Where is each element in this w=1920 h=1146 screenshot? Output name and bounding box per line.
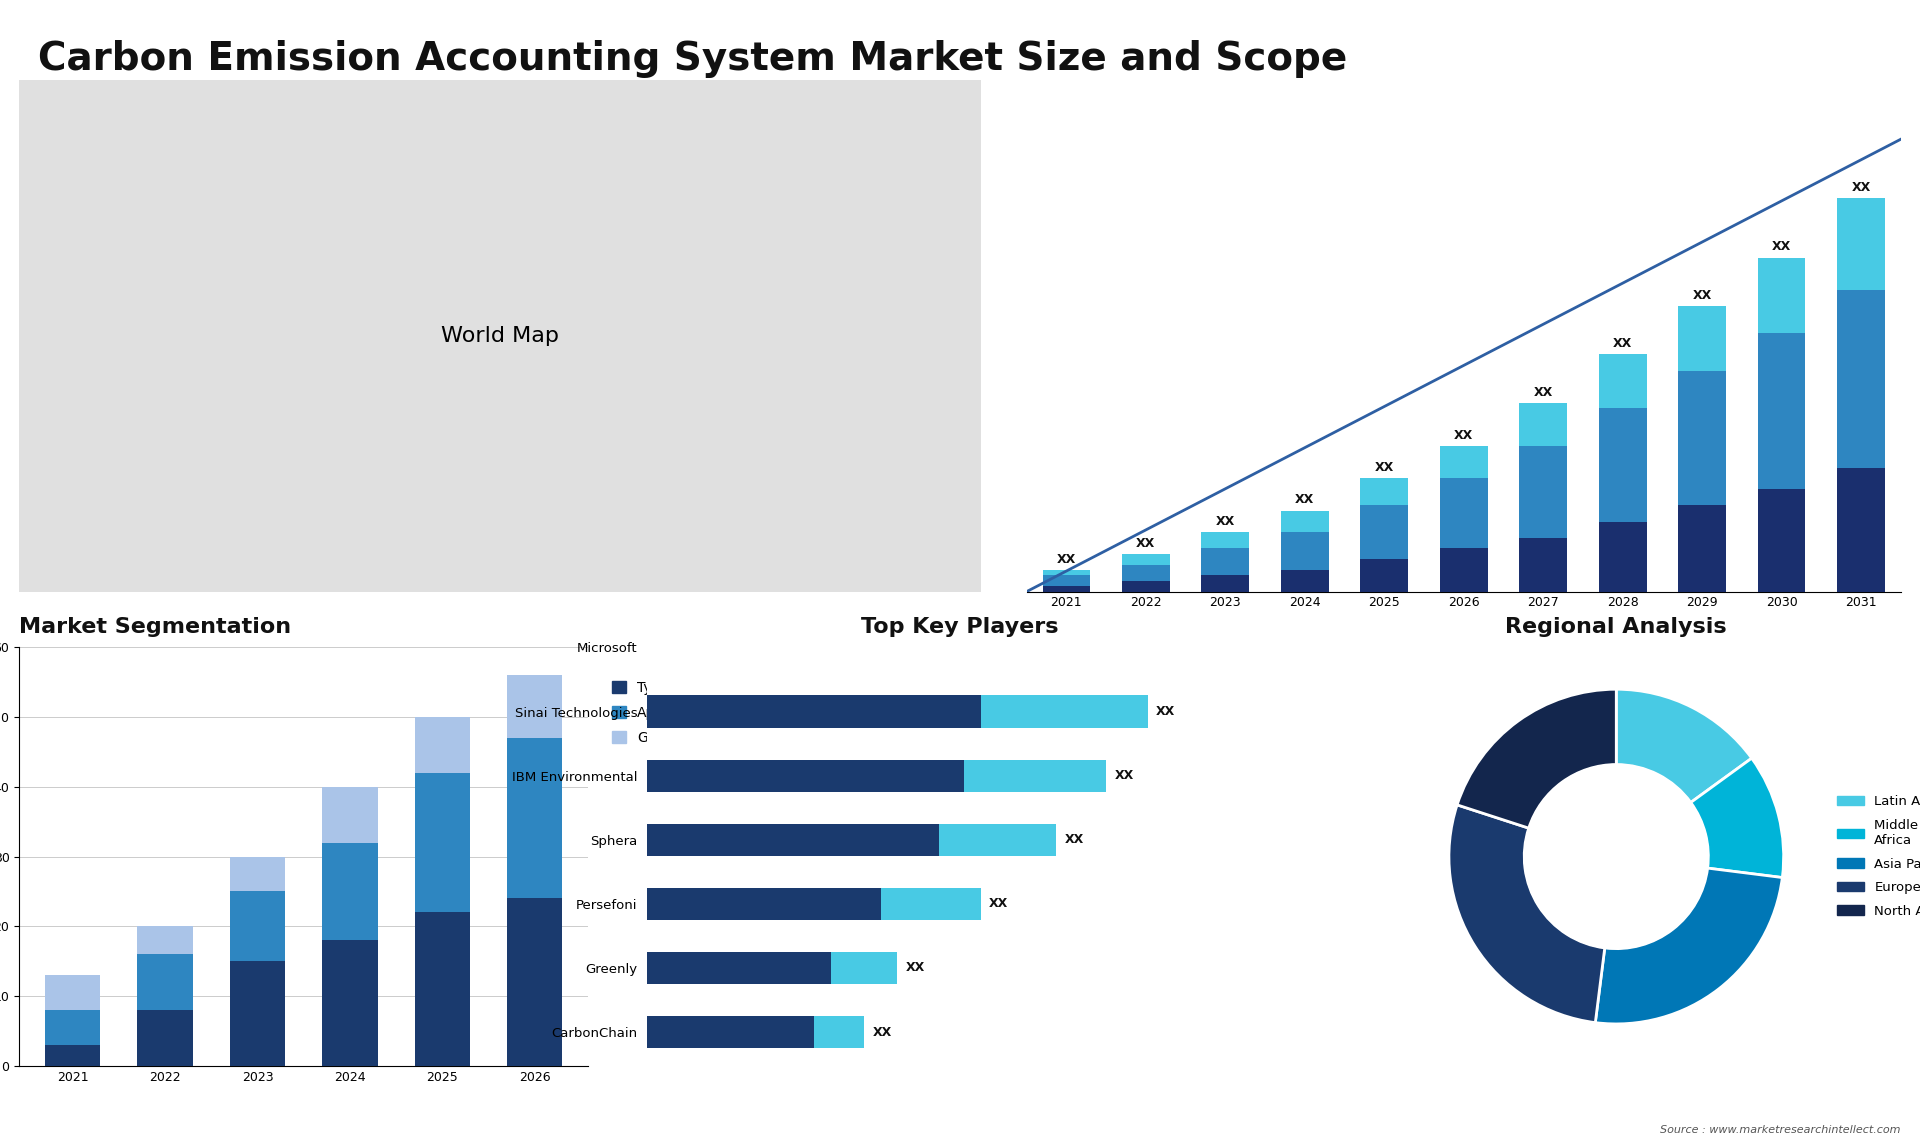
Text: XX: XX [989, 897, 1008, 910]
Bar [44, 975, 100, 1010]
Bar [415, 912, 470, 1066]
Bar [1043, 570, 1091, 575]
Bar [814, 1017, 864, 1049]
Bar [507, 738, 563, 898]
Bar [1599, 408, 1647, 521]
Bar [1202, 533, 1250, 549]
Bar [1837, 290, 1885, 468]
Text: XX: XX [1296, 494, 1315, 507]
Text: XX: XX [1215, 515, 1235, 528]
Text: Source : www.marketresearchintellect.com: Source : www.marketresearchintellect.com [1661, 1124, 1901, 1135]
Text: XX: XX [1064, 833, 1083, 846]
Bar [1599, 521, 1647, 591]
Bar [1757, 333, 1805, 489]
Bar [1361, 505, 1407, 559]
Bar [1678, 505, 1726, 591]
Bar [881, 888, 981, 920]
Bar [1281, 533, 1329, 570]
Text: XX: XX [1453, 429, 1473, 442]
Text: Carbon Emission Accounting System Market Size and Scope: Carbon Emission Accounting System Market… [38, 40, 1348, 78]
Text: MARKET
RESEARCH
INTELLECT: MARKET RESEARCH INTELLECT [1776, 30, 1834, 65]
Bar [1519, 537, 1567, 591]
Legend: Type, Application, Geography: Type, Application, Geography [607, 675, 720, 751]
Text: XX: XX [1772, 241, 1791, 253]
Bar [1519, 446, 1567, 537]
Bar [1440, 446, 1488, 478]
Bar [1599, 354, 1647, 408]
Text: XX: XX [1056, 552, 1075, 566]
Text: XX: XX [1156, 705, 1175, 719]
Bar [138, 955, 192, 1010]
Bar [507, 898, 563, 1066]
Bar [1757, 489, 1805, 591]
Bar [230, 961, 286, 1066]
Wedge shape [1457, 689, 1617, 829]
Bar [1837, 468, 1885, 591]
Wedge shape [1692, 759, 1784, 878]
Text: XX: XX [872, 1026, 891, 1038]
Text: XX: XX [1613, 337, 1632, 351]
Bar [1281, 570, 1329, 591]
Bar [138, 926, 192, 955]
Bar [647, 760, 964, 792]
Bar [138, 1010, 192, 1066]
Text: XX: XX [1534, 386, 1553, 399]
Bar [831, 952, 897, 984]
Bar [1361, 478, 1407, 505]
Title: Regional Analysis: Regional Analysis [1505, 618, 1728, 637]
Text: XX: XX [1137, 536, 1156, 550]
Bar [230, 856, 286, 892]
Wedge shape [1617, 689, 1751, 802]
Circle shape [1524, 764, 1709, 949]
Bar [1121, 565, 1169, 581]
Bar [44, 1010, 100, 1045]
Bar [1678, 306, 1726, 370]
Bar [1121, 581, 1169, 591]
Bar [507, 675, 563, 738]
Bar [647, 696, 981, 728]
Bar [323, 940, 378, 1066]
Bar [1361, 559, 1407, 591]
Bar [964, 760, 1106, 792]
Bar [1202, 549, 1250, 575]
Bar [647, 1017, 814, 1049]
Bar [1043, 587, 1091, 591]
Bar [647, 952, 831, 984]
Bar [415, 772, 470, 912]
Text: XX: XX [1693, 289, 1713, 301]
Bar [1202, 575, 1250, 591]
Text: Market Segmentation: Market Segmentation [19, 618, 292, 637]
Bar [323, 787, 378, 842]
Bar [647, 824, 939, 856]
Bar [1440, 549, 1488, 591]
Text: XX: XX [1375, 461, 1394, 474]
Text: World Map: World Map [442, 325, 559, 346]
Title: Top Key Players: Top Key Players [862, 618, 1058, 637]
Legend: Latin America, Middle East &
Africa, Asia Pacific, Europe, North America: Latin America, Middle East & Africa, Asi… [1832, 791, 1920, 923]
Bar [1043, 575, 1091, 587]
Bar [44, 1045, 100, 1066]
Bar [1757, 258, 1805, 333]
Text: XX: XX [1114, 769, 1133, 782]
Wedge shape [1596, 869, 1782, 1023]
Bar [323, 842, 378, 940]
Bar [1281, 511, 1329, 533]
Bar [647, 888, 881, 920]
Bar [1440, 478, 1488, 549]
Bar [939, 824, 1056, 856]
Text: XX: XX [906, 961, 925, 974]
Polygon shape [1636, 23, 1720, 80]
Bar [1837, 198, 1885, 290]
Text: XX: XX [1851, 181, 1870, 194]
Bar [1678, 370, 1726, 505]
Wedge shape [1450, 804, 1605, 1022]
Bar [1121, 554, 1169, 565]
Bar [230, 892, 286, 961]
Bar [415, 717, 470, 772]
Bar [1519, 403, 1567, 446]
Bar [981, 696, 1148, 728]
